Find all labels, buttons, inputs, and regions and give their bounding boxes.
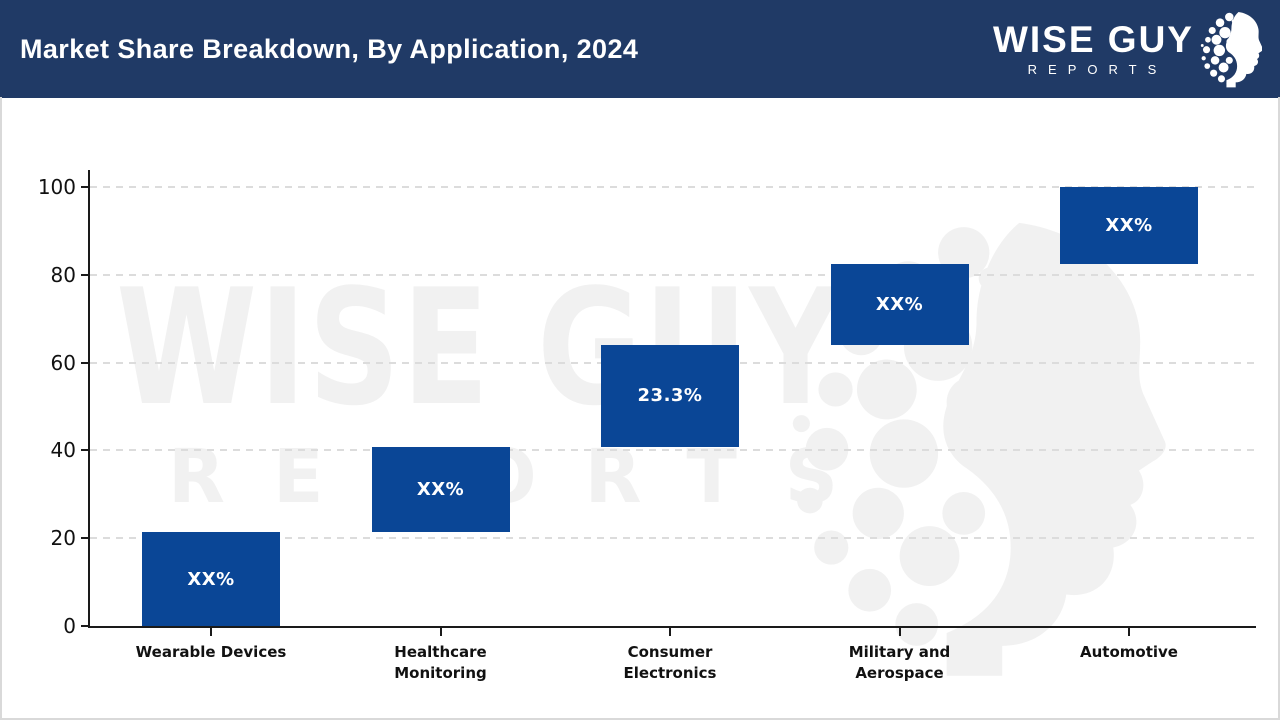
header: Market Share Breakdown, By Application, …	[0, 0, 1280, 98]
y-tick-mark	[81, 537, 90, 540]
y-tick-mark	[81, 449, 90, 452]
chart-bar: XX%	[142, 532, 280, 626]
y-tick-label: 60	[50, 350, 76, 375]
logo-text: WISE GUY REPORTS	[993, 21, 1194, 77]
category-label: Automotive	[1080, 643, 1178, 661]
chart-bar: XX%	[830, 264, 969, 345]
y-tick-label: 40	[50, 438, 76, 463]
y-axis-line	[88, 170, 90, 628]
y-tick-mark	[81, 186, 90, 188]
bar-value-label: XX%	[1105, 215, 1153, 237]
x-tick-mark	[669, 628, 671, 636]
chart-bar: 23.3%	[601, 344, 739, 447]
y-tick-mark	[81, 361, 90, 364]
chart-bar: XX%	[371, 446, 510, 533]
gridline	[90, 537, 1256, 540]
y-tick-label: 100	[37, 175, 76, 199]
logo-wordmark: WISE GUY	[992, 19, 1194, 60]
y-tick-label: 20	[50, 526, 76, 551]
category-label: Military and Aerospace	[848, 643, 951, 682]
x-tick-mark	[210, 628, 212, 636]
y-tick-label: 80	[50, 262, 76, 287]
x-axis-line	[88, 626, 1256, 628]
category-label: Consumer Electronics	[623, 643, 717, 682]
category-label: Wearable Devices	[135, 643, 287, 661]
y-tick-mark	[81, 625, 90, 627]
x-tick-mark	[898, 628, 901, 636]
bar-value-label: 23.3%	[637, 385, 703, 407]
bar-value-label: XX%	[416, 478, 465, 500]
bar-value-label: XX%	[187, 568, 235, 590]
gridline	[90, 186, 1256, 188]
gridline	[90, 273, 1256, 276]
x-tick-mark	[1128, 628, 1130, 636]
y-tick-mark	[81, 273, 90, 276]
y-tick-label: 0	[63, 614, 76, 638]
wise-guy-logo: WISE GUY REPORTS	[993, 9, 1262, 89]
page-title: Market Share Breakdown, By Application, …	[20, 33, 639, 64]
gridline	[90, 449, 1256, 452]
x-tick-mark	[439, 628, 442, 636]
logo-subtitle: REPORTS	[1027, 62, 1168, 77]
bar-value-label: XX%	[875, 293, 924, 315]
category-label: Healthcare Monitoring	[394, 643, 487, 682]
chart-bar: XX%	[1060, 187, 1198, 265]
